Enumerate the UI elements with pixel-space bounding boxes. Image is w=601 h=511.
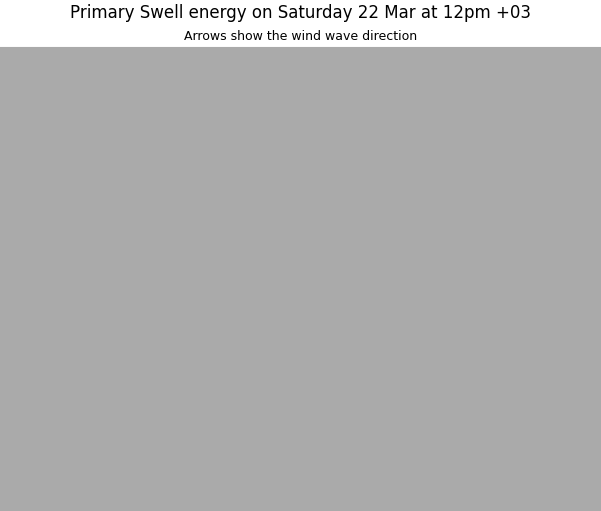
Text: Arrows show the wind wave direction: Arrows show the wind wave direction [184,30,417,43]
Text: Primary Swell energy on Saturday 22 Mar at 12pm +03: Primary Swell energy on Saturday 22 Mar … [70,4,531,22]
